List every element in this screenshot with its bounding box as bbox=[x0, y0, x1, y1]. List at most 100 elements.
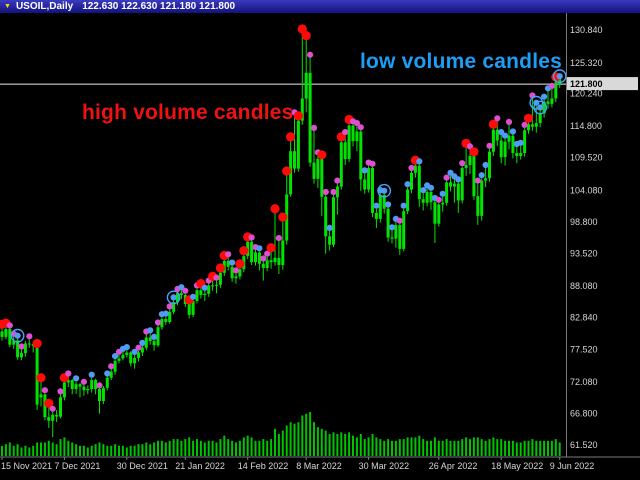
marker-dot-medium-volume bbox=[65, 370, 72, 377]
candle bbox=[316, 159, 320, 179]
marker-dot-low-volume bbox=[147, 327, 154, 334]
volume-bar bbox=[426, 440, 429, 456]
marker-dot-medium-volume bbox=[26, 333, 33, 340]
date-axis-label: 14 Feb 2022 bbox=[238, 461, 289, 471]
volume-bar bbox=[394, 440, 397, 456]
candle bbox=[140, 347, 144, 353]
volume-bar bbox=[453, 440, 456, 456]
marker-dot-medium-volume bbox=[108, 363, 115, 370]
candle bbox=[109, 371, 113, 378]
candle bbox=[20, 353, 23, 358]
volume-bar bbox=[547, 440, 549, 456]
candle bbox=[203, 293, 207, 295]
candle bbox=[464, 165, 468, 168]
volume-bar bbox=[110, 445, 113, 456]
chart-menu-icon[interactable]: ▼ bbox=[4, 3, 11, 10]
marker-dot-medium-volume bbox=[260, 255, 267, 262]
candle bbox=[172, 302, 176, 312]
volume-bar bbox=[305, 413, 308, 456]
volume-bar bbox=[207, 440, 210, 456]
marker-dot-medium-volume bbox=[369, 160, 376, 167]
volume-bar bbox=[199, 440, 202, 456]
candle bbox=[137, 352, 140, 358]
volume-bar bbox=[235, 442, 237, 456]
volume-bar bbox=[184, 439, 187, 456]
date-axis-label: 8 Mar 2022 bbox=[296, 461, 342, 471]
candle bbox=[234, 276, 238, 279]
candle bbox=[523, 130, 527, 153]
candle bbox=[66, 380, 70, 383]
volume-bar bbox=[149, 444, 152, 456]
marker-dot-low-volume bbox=[151, 333, 158, 340]
marker-dot-medium-volume bbox=[521, 121, 528, 128]
volume-bar bbox=[348, 432, 351, 456]
volume-bar bbox=[215, 442, 218, 456]
volume-bar bbox=[293, 423, 296, 456]
marker-dot-low-volume bbox=[416, 158, 423, 165]
price-axis-label: 104.080 bbox=[570, 185, 603, 195]
volume-bar bbox=[176, 439, 179, 456]
candle bbox=[398, 224, 402, 249]
candle bbox=[394, 224, 398, 239]
volume-bar bbox=[336, 434, 339, 456]
candle bbox=[12, 340, 16, 345]
candle bbox=[452, 183, 456, 187]
volume-bar bbox=[203, 442, 206, 456]
volume-bar bbox=[172, 439, 175, 456]
candle bbox=[82, 386, 86, 391]
volume-bar bbox=[160, 440, 163, 456]
candle bbox=[4, 329, 8, 337]
candle bbox=[257, 252, 261, 264]
price-axis-label: 125.320 bbox=[570, 58, 603, 68]
marker-dot-low-volume bbox=[427, 184, 435, 191]
marker-dot-medium-volume bbox=[486, 142, 493, 149]
volume-bar bbox=[367, 437, 370, 456]
volume-bar bbox=[94, 444, 97, 456]
marker-dot-high-volume bbox=[293, 111, 303, 121]
marker-dot-medium-volume bbox=[275, 235, 282, 242]
candle bbox=[39, 394, 43, 398]
marker-dot-high-volume bbox=[488, 119, 498, 129]
chart-titlebar[interactable]: ▼ USOIL,Daily 122.630 122.630 121.180 12… bbox=[0, 0, 640, 13]
volume-bar bbox=[449, 440, 452, 456]
marker-dot-high-volume bbox=[469, 147, 479, 157]
volume-bar bbox=[430, 440, 432, 456]
price-axis-label: 72.080 bbox=[570, 377, 598, 387]
volume-bar bbox=[32, 445, 35, 456]
marker-dot-low-volume bbox=[502, 132, 509, 139]
volume-bar bbox=[153, 442, 156, 456]
candle bbox=[207, 285, 211, 294]
candle bbox=[413, 165, 417, 173]
candle bbox=[16, 340, 20, 358]
marker-dot-low-volume bbox=[404, 181, 411, 188]
volume-bar bbox=[469, 439, 471, 456]
volume-bar bbox=[274, 428, 276, 456]
candle bbox=[449, 182, 452, 187]
candle bbox=[70, 380, 74, 389]
candle bbox=[230, 266, 234, 279]
candle bbox=[527, 124, 530, 131]
date-axis-label: 7 Dec 2021 bbox=[54, 461, 100, 471]
candle bbox=[374, 212, 378, 219]
price-axis-label: 82.840 bbox=[570, 313, 598, 323]
volume-bar bbox=[472, 437, 475, 456]
marker-dot-high-volume bbox=[44, 398, 54, 408]
volume-bar bbox=[250, 437, 253, 456]
marker-dot-low-volume bbox=[256, 245, 263, 252]
candle bbox=[339, 142, 343, 187]
marker-dot-medium-volume bbox=[307, 51, 314, 58]
volume-bar bbox=[539, 440, 542, 456]
volume-bar bbox=[258, 440, 261, 456]
candle bbox=[101, 387, 105, 401]
volume-bar bbox=[231, 440, 234, 456]
candle bbox=[484, 178, 488, 181]
volume-bar bbox=[496, 439, 499, 456]
volume-bar bbox=[129, 445, 132, 456]
volume-bar bbox=[63, 437, 66, 456]
candle bbox=[402, 211, 406, 249]
marker-dot-low-volume bbox=[498, 129, 505, 136]
volume-bar bbox=[418, 435, 421, 456]
marker-dot-medium-volume bbox=[494, 115, 501, 122]
volume-bar bbox=[106, 445, 109, 456]
